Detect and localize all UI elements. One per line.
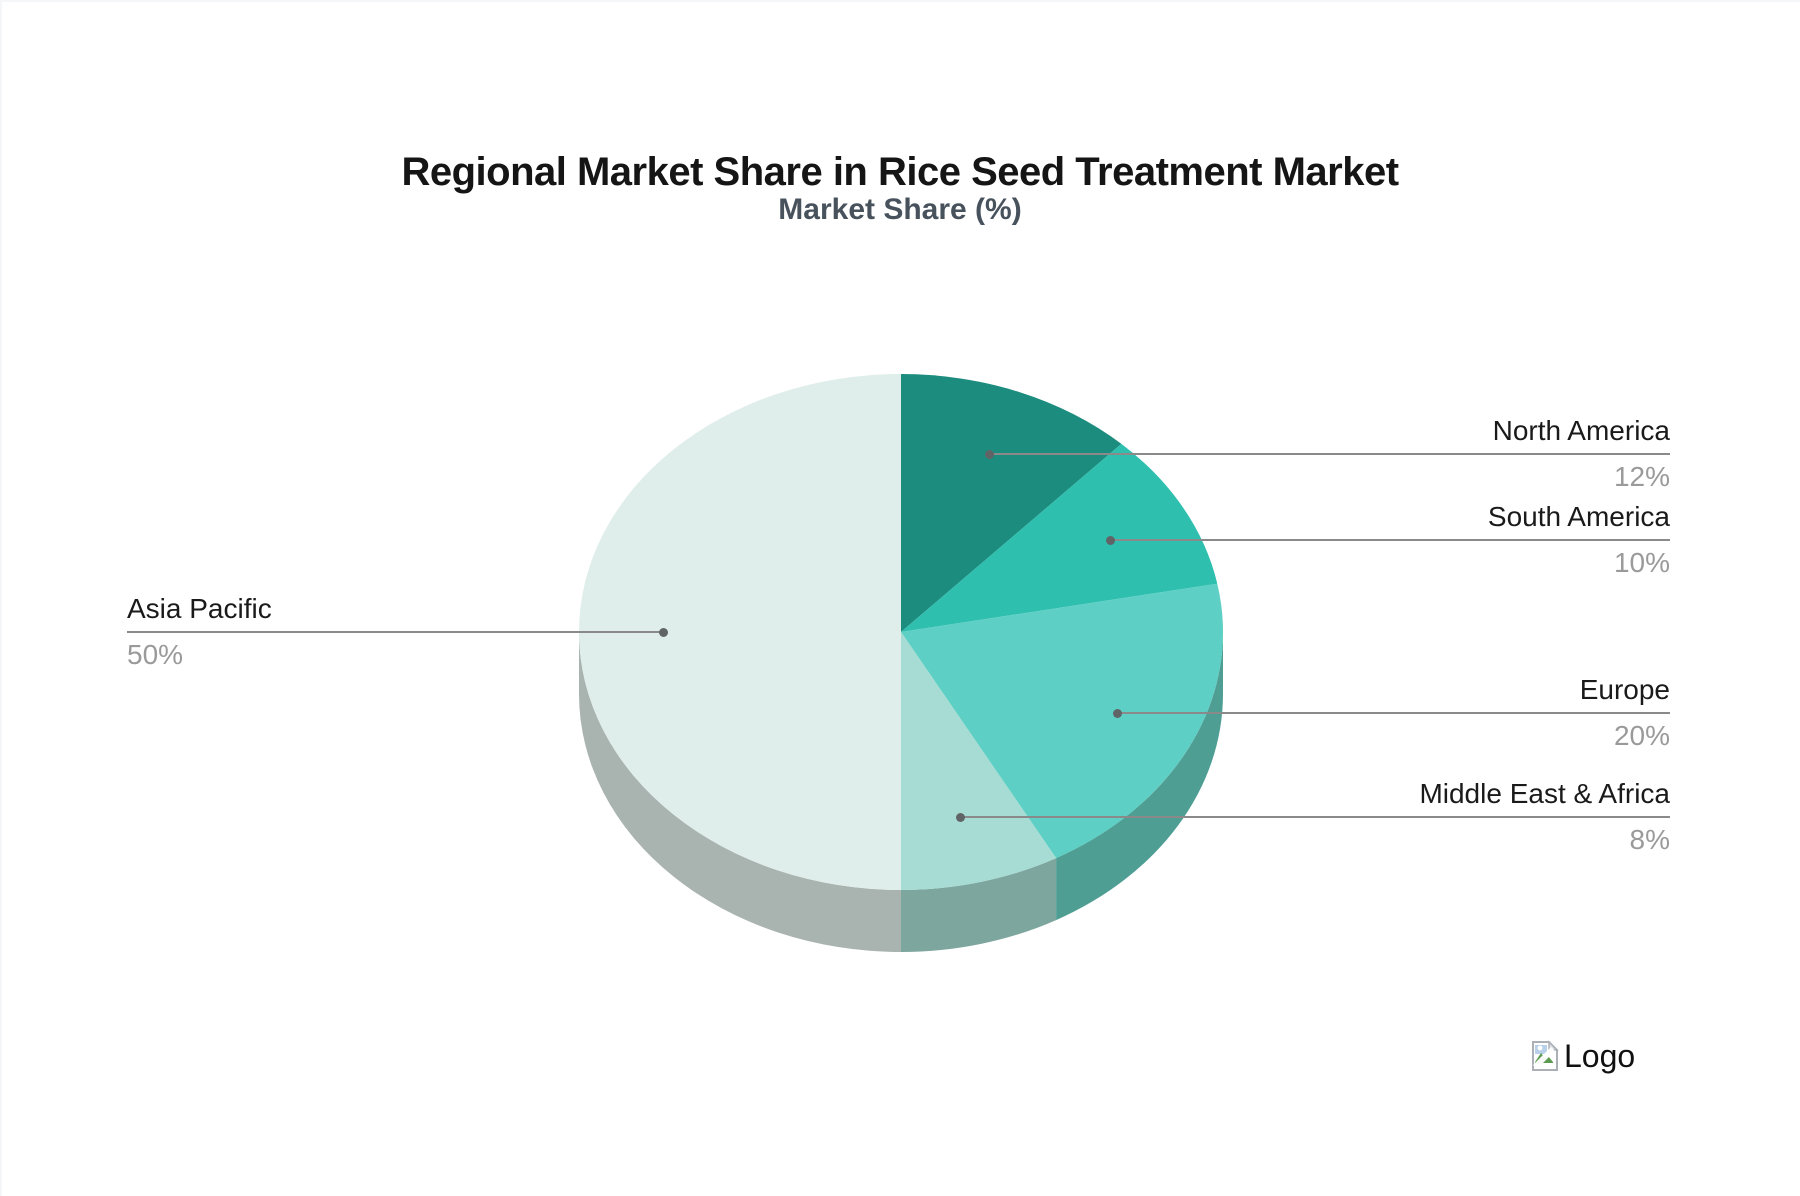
pie-slice-side-4 xyxy=(579,632,901,952)
logo: Logo xyxy=(1528,1038,1635,1074)
broken-image-icon xyxy=(1532,1040,1559,1071)
pie-slice-side-2 xyxy=(1056,632,1223,921)
pie-slice-side-3 xyxy=(901,858,1057,952)
logo-text: Logo xyxy=(1564,1038,1636,1074)
pie-slice-3[interactable] xyxy=(901,632,1057,890)
pie-slice-1[interactable] xyxy=(901,443,1218,632)
chart-title: Regional Market Share in Rice Seed Treat… xyxy=(401,150,1399,194)
pie-slice-4[interactable] xyxy=(579,374,901,890)
chart-subtitle: Market Share (%) xyxy=(778,193,1022,226)
pie-slice-0[interactable] xyxy=(901,373,1122,632)
pie-slice-2[interactable] xyxy=(901,583,1223,859)
